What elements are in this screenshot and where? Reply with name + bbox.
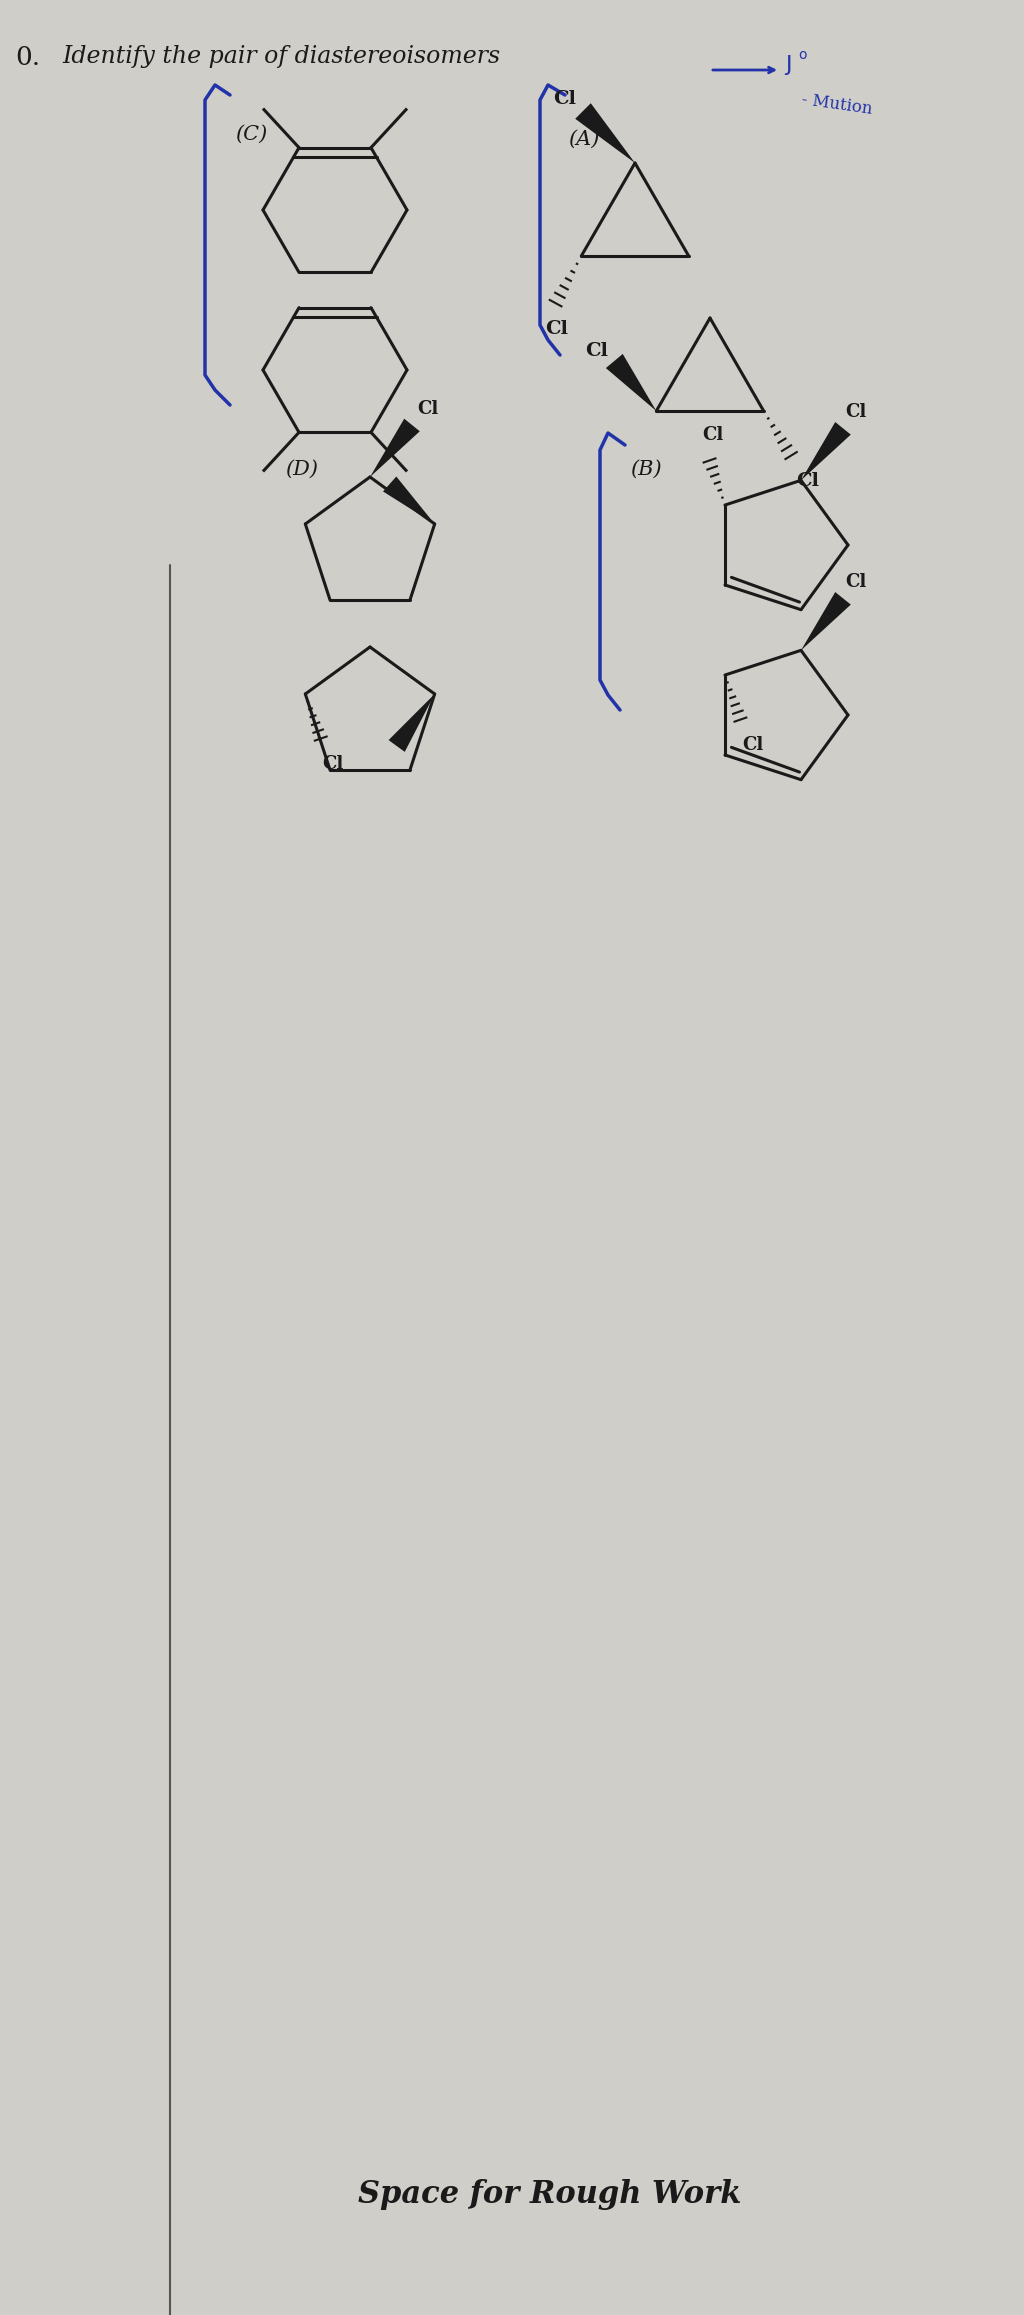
Text: Identify the pair of diastereoisomers: Identify the pair of diastereoisomers (62, 44, 500, 67)
Text: Cl: Cl (846, 574, 866, 590)
Text: 0.: 0. (15, 44, 40, 69)
Polygon shape (383, 477, 434, 523)
Text: Cl: Cl (554, 90, 577, 109)
Text: - Mution: - Mution (800, 93, 872, 118)
Text: (C): (C) (234, 125, 267, 144)
Text: Space for Rough Work: Space for Rough Work (358, 2178, 741, 2211)
Text: Cl: Cl (846, 403, 866, 421)
Polygon shape (388, 694, 434, 752)
Text: Cl: Cl (585, 343, 608, 361)
Polygon shape (801, 421, 851, 479)
Text: Cl: Cl (702, 426, 724, 444)
Text: (A): (A) (568, 130, 599, 148)
Polygon shape (370, 419, 420, 477)
Text: J: J (785, 56, 792, 74)
Text: Cl: Cl (545, 319, 567, 338)
Text: o: o (798, 49, 807, 63)
Text: Cl: Cl (418, 400, 438, 419)
Text: Cl: Cl (323, 755, 344, 773)
Text: Cl: Cl (797, 472, 819, 491)
Text: Cl: Cl (742, 736, 764, 755)
Polygon shape (575, 104, 635, 162)
Polygon shape (801, 593, 851, 651)
Text: (D): (D) (285, 461, 318, 479)
Text: (B): (B) (630, 461, 662, 479)
Polygon shape (606, 354, 656, 412)
